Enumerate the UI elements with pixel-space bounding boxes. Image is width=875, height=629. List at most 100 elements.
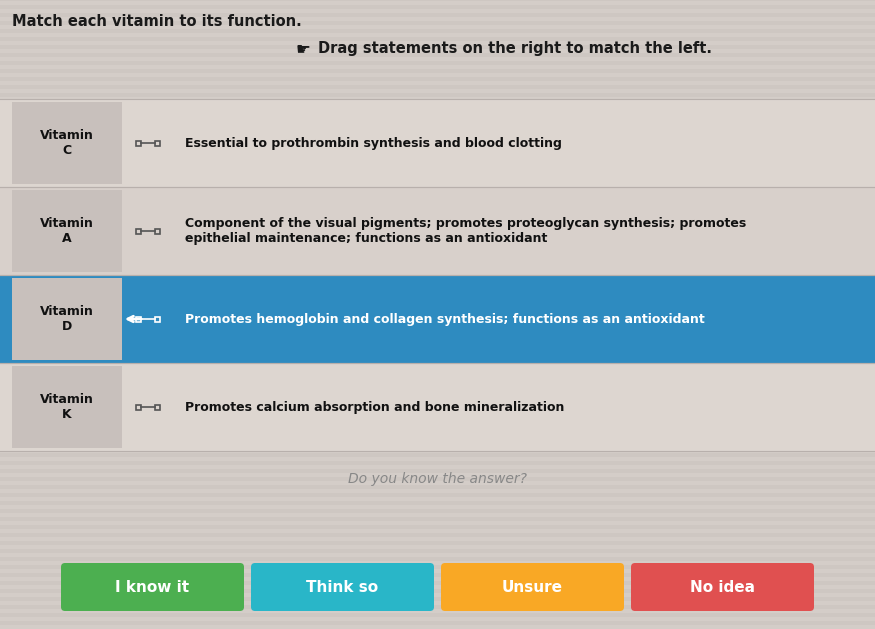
Bar (0, 169, 875, 173)
Bar (0, 41, 875, 45)
Bar (0, 175, 875, 179)
Bar (0, 143, 875, 147)
Bar (0, 557, 875, 561)
Bar (0, 333, 875, 337)
Bar (0, 101, 875, 105)
Bar (0, 573, 875, 577)
Bar (155, 140, 160, 145)
Bar (0, 481, 875, 485)
Bar (0, 257, 875, 261)
Bar (0, 121, 875, 125)
Bar (0, 345, 875, 349)
Bar (0, 353, 875, 357)
FancyBboxPatch shape (61, 563, 244, 611)
Bar (0, 137, 875, 141)
Bar (0, 577, 875, 581)
Bar (0, 545, 875, 549)
Bar (0, 269, 875, 273)
Bar (0, 105, 875, 109)
Bar (0, 609, 875, 613)
Bar (0, 25, 875, 29)
Bar (0, 229, 875, 233)
Bar (0, 297, 875, 301)
Bar (0, 521, 875, 525)
Bar (0, 383, 875, 387)
Bar (0, 533, 875, 537)
Bar (0, 187, 875, 275)
FancyBboxPatch shape (12, 190, 122, 272)
Bar (0, 553, 875, 557)
Bar (0, 349, 875, 353)
Bar (0, 81, 875, 85)
Bar (0, 0, 875, 1)
Bar (0, 341, 875, 345)
Bar (0, 201, 875, 205)
Bar (0, 365, 875, 369)
Bar (0, 465, 875, 469)
Bar (0, 505, 875, 509)
Bar (0, 405, 875, 409)
Bar (0, 255, 875, 259)
Text: Unsure: Unsure (502, 579, 563, 594)
Bar (0, 429, 875, 433)
Bar (0, 477, 875, 481)
Bar (0, 305, 875, 309)
Bar (0, 445, 875, 449)
Bar (0, 513, 875, 517)
Bar (0, 457, 875, 461)
Bar (0, 565, 875, 569)
Bar (0, 409, 875, 413)
Bar (0, 417, 875, 421)
Text: I know it: I know it (116, 579, 190, 594)
Bar (0, 127, 875, 131)
Bar (0, 317, 875, 321)
Text: Drag statements on the right to match the left.: Drag statements on the right to match th… (318, 42, 712, 57)
Bar (0, 93, 875, 97)
Bar (0, 625, 875, 629)
Bar (0, 501, 875, 505)
Bar (0, 263, 875, 267)
Text: Vitamin
C: Vitamin C (40, 129, 94, 157)
Bar (0, 157, 875, 161)
Bar (0, 205, 875, 209)
Bar (0, 237, 875, 241)
Bar (0, 5, 875, 9)
Bar (0, 165, 875, 169)
Bar (0, 145, 875, 149)
FancyBboxPatch shape (631, 563, 814, 611)
Bar (0, 369, 875, 373)
Bar (0, 423, 875, 427)
Bar (0, 183, 875, 187)
Bar (0, 617, 875, 621)
Bar (0, 209, 875, 213)
Text: Vitamin
A: Vitamin A (40, 217, 94, 245)
Text: Match each vitamin to its function.: Match each vitamin to its function. (12, 14, 302, 29)
Bar (0, 549, 875, 553)
Text: No idea: No idea (690, 579, 755, 594)
Bar (136, 228, 141, 233)
Bar (0, 569, 875, 573)
Bar (0, 111, 875, 115)
Bar (0, 425, 875, 429)
Bar (0, 621, 875, 625)
Bar (0, 161, 875, 165)
Bar (0, 181, 875, 185)
Bar (0, 433, 875, 437)
Bar (0, 193, 875, 197)
Bar (155, 316, 160, 321)
Bar (0, 253, 875, 257)
Bar (0, 49, 875, 53)
Bar (0, 73, 875, 77)
Bar (0, 485, 875, 489)
Bar (0, 601, 875, 605)
Bar (0, 191, 875, 195)
Bar (0, 265, 875, 269)
Bar (0, 589, 875, 593)
Bar (0, 489, 875, 493)
Bar (0, 231, 875, 235)
Bar (0, 597, 875, 601)
Text: Component of the visual pigments; promotes proteoglycan synthesis; promotes
epit: Component of the visual pigments; promot… (185, 217, 746, 245)
FancyBboxPatch shape (12, 278, 122, 360)
FancyBboxPatch shape (12, 366, 122, 448)
FancyBboxPatch shape (12, 102, 122, 184)
